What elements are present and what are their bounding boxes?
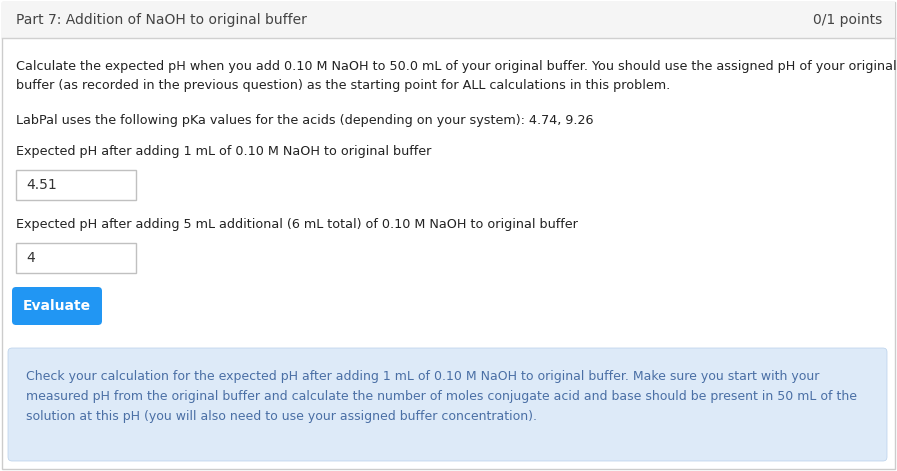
Text: 0/1 points: 0/1 points [813,13,882,27]
Text: buffer (as recorded in the previous question) as the starting point for ALL calc: buffer (as recorded in the previous ques… [16,79,670,92]
Text: 4.51: 4.51 [26,178,57,192]
FancyBboxPatch shape [12,287,102,325]
Text: solution at this pH (you will also need to use your assigned buffer concentratio: solution at this pH (you will also need … [26,410,537,423]
Text: 4: 4 [26,251,35,265]
Bar [2,2,895,38]
Text: Evaluate: Evaluate [23,299,91,313]
Bar [16,170,136,200]
Text: Calculate the expected pH when you add 0.10 M NaOH to 50.0 mL of your original b: Calculate the expected pH when you add 0… [16,60,897,73]
Text: Part 7: Addition of NaOH to original buffer: Part 7: Addition of NaOH to original buf… [16,13,307,27]
FancyBboxPatch shape [8,348,887,461]
Text: measured pH from the original buffer and calculate the number of moles conjugate: measured pH from the original buffer and… [26,390,857,403]
Text: Expected pH after adding 5 mL additional (6 mL total) of 0.10 M NaOH to original: Expected pH after adding 5 mL additional… [16,218,578,231]
Text: Check your calculation for the expected pH after adding 1 mL of 0.10 M NaOH to o: Check your calculation for the expected … [26,370,819,383]
Bar [16,243,136,273]
Text: LabPal uses the following pKa values for the acids (depending on your system): 4: LabPal uses the following pKa values for… [16,114,594,127]
Text: Expected pH after adding 1 mL of 0.10 M NaOH to original buffer: Expected pH after adding 1 mL of 0.10 M … [16,145,431,158]
